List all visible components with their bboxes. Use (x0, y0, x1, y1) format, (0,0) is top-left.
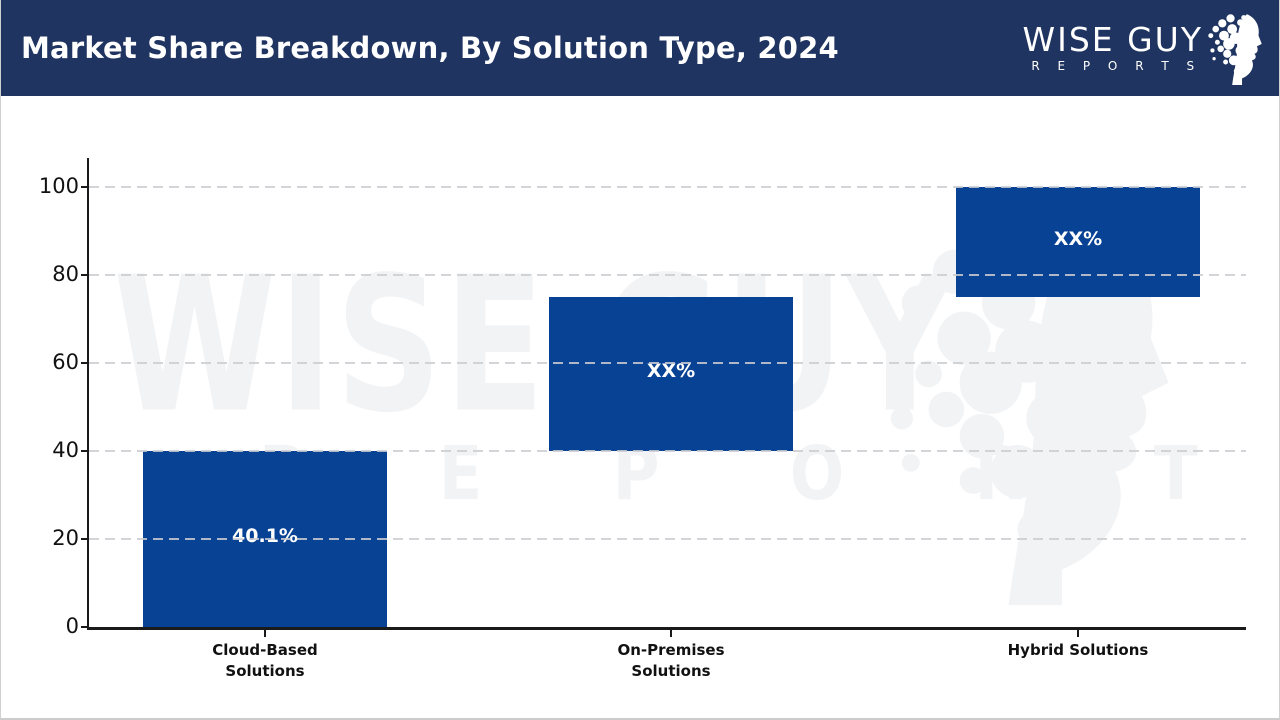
y-tick-label: 40 (52, 438, 79, 462)
y-tick-mark (81, 274, 88, 276)
grid-line (89, 362, 1246, 364)
grid-line (89, 450, 1246, 452)
bar-value-label: XX% (1053, 228, 1103, 250)
header-band: Market Share Breakdown, By Solution Type… (1, 0, 1279, 96)
y-tick-label: 60 (52, 350, 79, 374)
bar-segment: XX% (549, 297, 793, 451)
x-tick-mark (264, 630, 266, 637)
y-tick-mark (81, 450, 88, 452)
logo-wordmark: WISE GUY (1022, 20, 1203, 59)
x-category-label: Cloud-Based Solutions (105, 640, 425, 682)
y-tick-label: 0 (65, 614, 79, 638)
logo-subtitle: R E P O R T S (1031, 59, 1202, 73)
dotted-head-logo-icon (1203, 11, 1263, 85)
bar-value-label: 40.1% (232, 524, 298, 547)
bar-segment: XX% (956, 187, 1200, 297)
y-tick-label: 100 (38, 174, 79, 198)
x-category-label-line: Solutions (631, 662, 711, 680)
y-axis-spine (87, 158, 89, 630)
y-tick-mark (81, 362, 88, 364)
y-tick-mark (81, 538, 88, 540)
x-category-label: On-Premises Solutions (511, 640, 831, 682)
grid-line (89, 538, 1246, 540)
x-category-label-line: Hybrid Solutions (1007, 641, 1149, 659)
grid-line (89, 274, 1246, 276)
y-tick-label: 80 (52, 262, 79, 286)
bar-value-label: XX% (646, 359, 696, 382)
x-tick-mark (1077, 630, 1079, 637)
logo-text: WISE GUY R E P O R T S (1022, 23, 1203, 73)
y-tick-label: 20 (52, 526, 79, 550)
y-tick-mark (81, 186, 88, 188)
x-category-label-line: On-Premises (617, 641, 725, 659)
page-title: Market Share Breakdown, By Solution Type… (21, 31, 839, 65)
x-axis-spine (87, 627, 1246, 630)
x-category-label: Hybrid Solutions (918, 640, 1238, 661)
x-tick-mark (670, 630, 672, 637)
y-tick-mark (81, 626, 88, 628)
x-category-label-line: Solutions (225, 662, 305, 680)
grid-line (89, 186, 1246, 188)
x-category-label-line: Cloud-Based (212, 641, 318, 659)
wise-guy-reports-logo: WISE GUY R E P O R T S (1022, 11, 1263, 85)
